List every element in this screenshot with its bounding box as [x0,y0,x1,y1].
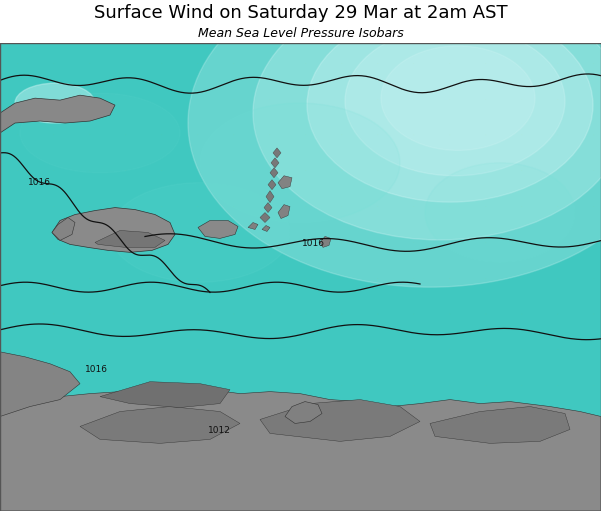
Polygon shape [0,95,115,133]
Ellipse shape [188,0,601,287]
Ellipse shape [20,93,180,173]
Polygon shape [0,389,601,511]
Text: 1016: 1016 [28,178,51,187]
Ellipse shape [345,27,565,176]
Polygon shape [0,352,80,416]
Polygon shape [95,230,165,247]
Polygon shape [273,148,281,158]
Polygon shape [278,176,292,189]
Ellipse shape [110,183,290,282]
Text: 1016: 1016 [85,365,108,374]
Polygon shape [285,402,322,424]
Ellipse shape [200,103,400,222]
Ellipse shape [15,83,95,123]
Text: 1016: 1016 [302,239,325,248]
Polygon shape [270,168,278,178]
Polygon shape [268,180,276,190]
Polygon shape [260,213,270,222]
Polygon shape [320,237,331,247]
Polygon shape [100,382,230,408]
Polygon shape [278,204,290,219]
Polygon shape [198,221,238,239]
Text: Mean Sea Level Pressure Isobars: Mean Sea Level Pressure Isobars [198,28,403,40]
Ellipse shape [307,8,593,202]
Text: Surface Wind on Saturday 29 Mar at 2am AST: Surface Wind on Saturday 29 Mar at 2am A… [94,4,507,22]
Polygon shape [248,222,258,229]
Ellipse shape [253,0,601,240]
Ellipse shape [381,46,535,150]
Polygon shape [52,207,175,252]
Polygon shape [52,218,75,240]
Polygon shape [262,225,270,231]
Polygon shape [271,158,279,168]
Ellipse shape [425,163,575,262]
Polygon shape [260,400,420,442]
Polygon shape [430,407,570,444]
Text: 1012: 1012 [208,426,231,435]
Polygon shape [264,202,272,213]
Polygon shape [80,407,240,444]
Polygon shape [266,191,274,202]
